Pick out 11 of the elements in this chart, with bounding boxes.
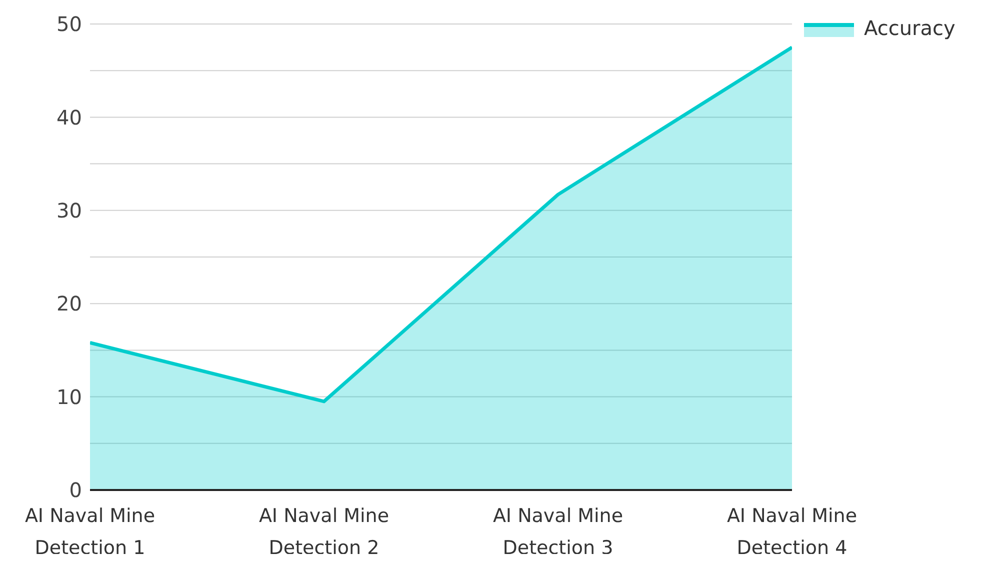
y-tick-label: 30	[56, 198, 82, 222]
y-tick-label: 50	[56, 12, 82, 36]
y-tick-label: 40	[56, 105, 82, 130]
x-tick-label: AI Naval Mine Detection 2	[258, 505, 390, 559]
y-tick-label: 20	[56, 292, 82, 316]
y-tick-label: 10	[56, 384, 82, 409]
x-tick-label: AI Naval Mine Detection 1	[24, 505, 156, 559]
legend-label: Accuracy	[864, 16, 956, 40]
x-tick-label: AI Naval Mine Detection 3	[492, 505, 624, 559]
x-tick-label: AI Naval Mine Detection 4	[726, 505, 858, 559]
y-tick-label: 0	[69, 478, 82, 502]
